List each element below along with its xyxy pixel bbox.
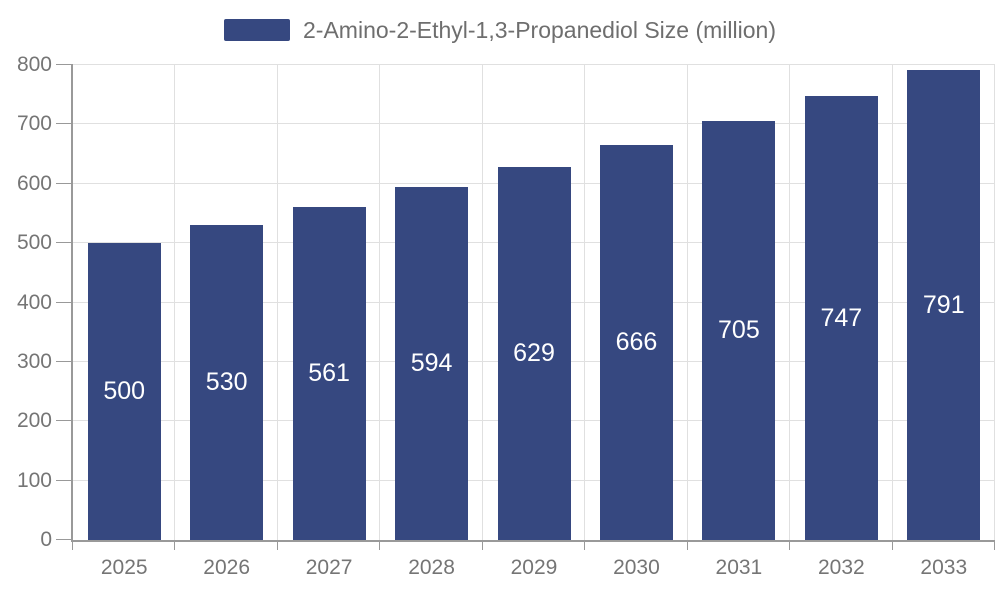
bar-2029[interactable]: 629	[497, 166, 571, 540]
x-axis-tick	[174, 540, 176, 550]
x-axis-tick	[994, 540, 995, 550]
x-gridline	[584, 65, 586, 540]
y-axis-label: 0	[40, 528, 52, 551]
plot-area: 500 530 561 594 629 666 705 747 791	[56, 64, 995, 550]
x-axis-tick	[276, 540, 278, 550]
y-axis-label: 700	[16, 112, 52, 136]
bar-value-label: 747	[820, 303, 863, 332]
x-axis-label: 2025	[100, 556, 148, 579]
y-axis-tick	[56, 182, 73, 184]
legend-swatch	[224, 19, 291, 41]
x-axis-tick	[891, 540, 893, 550]
bar-2030[interactable]: 666	[599, 144, 673, 540]
y-axis-tick	[56, 539, 73, 540]
x-axis-tick	[481, 540, 483, 550]
y-axis-tick	[56, 420, 73, 422]
y-axis-label: 500	[16, 231, 52, 255]
bar-2031[interactable]: 705	[702, 121, 776, 540]
y-axis-tick	[56, 242, 73, 244]
bar-2025[interactable]: 500	[87, 243, 161, 540]
y-axis-label: 100	[16, 468, 52, 492]
bar-value-label: 561	[308, 358, 350, 387]
legend-label: 2-Amino-2-Ethyl-1,3-Propanediol Size (mi…	[303, 17, 776, 43]
x-gridline	[481, 65, 483, 540]
y-axis-tick	[56, 360, 73, 362]
y-axis-label: 600	[16, 171, 52, 195]
bar-value-label: 705	[718, 316, 760, 345]
x-axis-label: 2033	[920, 556, 968, 579]
x-axis-label: 2030	[613, 556, 660, 579]
bar-value-label: 629	[513, 338, 555, 367]
x-gridline	[276, 65, 278, 540]
bar-value-label: 666	[615, 327, 658, 356]
x-gridline	[174, 65, 176, 540]
x-gridline	[789, 65, 791, 540]
bar-value-label: 594	[410, 349, 453, 378]
x-axis-line	[71, 540, 995, 542]
x-axis-label: 2029	[510, 556, 558, 579]
x-axis-label: 2027	[305, 556, 353, 579]
x-gridline	[686, 65, 688, 540]
y-axis-label: 300	[16, 349, 52, 373]
x-axis-tick	[584, 540, 586, 550]
bar-2028[interactable]: 594	[395, 187, 469, 540]
x-axis-label: 2028	[408, 556, 455, 579]
x-axis-label: 2026	[203, 556, 251, 579]
x-axis-label: 2031	[715, 556, 763, 579]
bar-value-label: 500	[103, 377, 146, 406]
y-axis-label: 400	[16, 290, 52, 314]
x-axis-tick	[379, 540, 381, 550]
bar-2033[interactable]: 791	[907, 70, 981, 540]
y-axis-tick	[56, 123, 73, 125]
x-axis-label: 2032	[817, 556, 865, 579]
y-axis-tick	[56, 479, 73, 481]
x-gridline	[379, 65, 381, 540]
legend-item[interactable]: 2-Amino-2-Ethyl-1,3-Propanediol Size (mi…	[0, 18, 1000, 42]
bar-2032[interactable]: 747	[804, 96, 878, 540]
x-axis-tick	[686, 540, 688, 550]
y-gridline	[73, 123, 995, 125]
x-axis-tick	[72, 540, 73, 550]
x-gridline	[891, 65, 893, 540]
y-axis-label: 800	[16, 53, 52, 76]
bar-2026[interactable]: 530	[190, 225, 264, 540]
bar-value-label: 530	[205, 368, 248, 397]
x-gridline	[994, 65, 995, 540]
y-axis-label: 200	[16, 409, 52, 433]
y-axis-line	[71, 65, 73, 540]
bar-2027[interactable]: 561	[292, 206, 366, 540]
x-axis-tick	[789, 540, 791, 550]
bar-value-label: 791	[922, 290, 965, 319]
y-axis-tick	[56, 64, 73, 65]
y-axis-tick	[56, 301, 73, 303]
y-gridline	[73, 64, 995, 65]
